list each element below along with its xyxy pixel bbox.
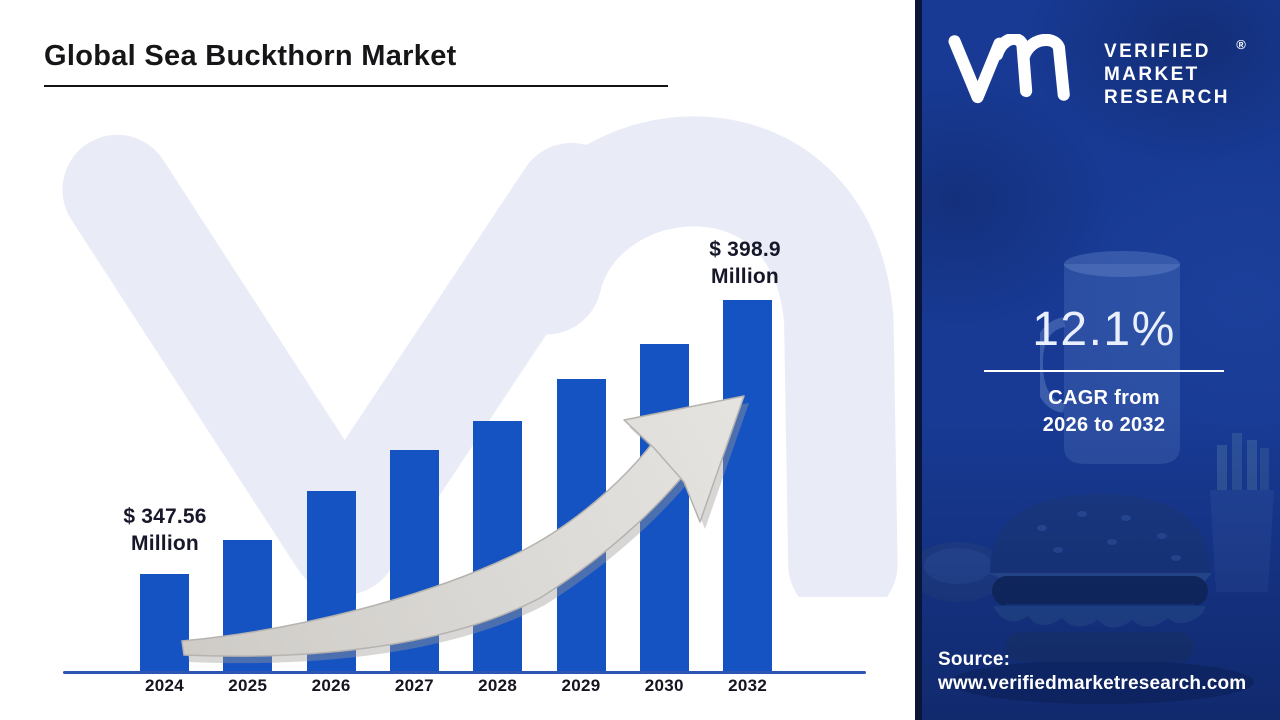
start-value-amount: $ 347.56 [123,505,207,528]
logo-line-research: RESEARCH [1104,87,1230,108]
end-value-label: $ 398.9 Million [655,236,835,290]
vmr-logo-icon [948,34,1070,104]
bar-2028 [473,421,523,672]
bar-2032 [723,300,773,672]
registered-trademark: ® [1236,37,1246,52]
x-axis-label-2029: 2029 [561,676,601,695]
logo-line-verified: VERIFIED [1104,41,1211,62]
x-axis-label-2028: 2028 [478,676,518,695]
start-value-label: $ 347.56 Million [75,503,255,557]
start-value-unit: Million [131,532,199,555]
x-axis-label-2030: 2030 [644,676,684,695]
source-url[interactable]: www.verifiedmarketresearch.com [938,673,1247,694]
logo-line-market: MARKET [1104,64,1200,85]
cagr-value: 12.1% [1032,303,1176,356]
drink-glass-illustration [1040,251,1180,464]
brand-panel: ® VERIFIED MARKET RESEARCH 12.1% CAGR fr… [915,0,1280,720]
bar-2025 [223,540,273,672]
x-axis-label-2026: 2026 [311,676,351,695]
end-value-unit: Million [711,265,779,288]
cagr-caption-line2: 2026 to 2032 [1042,414,1166,436]
source-block: Source: www.verifiedmarketresearch.com [938,648,1246,696]
x-axis-label-2025: 2025 [228,676,268,695]
vmr-logo: ® VERIFIED MARKET RESEARCH [940,34,1246,109]
bar-2026 [306,491,356,672]
source-label: Source: [938,649,1011,670]
page-title: Global Sea Buckthorn Market [44,40,668,87]
x-axis-label-2032: 2032 [728,676,768,695]
divider-line [984,370,1224,372]
logo-wordmark: ® VERIFIED MARKET RESEARCH [1104,37,1246,109]
cagr-caption-line1: CAGR from [1048,387,1160,409]
end-value-amount: $ 398.9 [709,238,781,261]
bar-2029 [556,379,606,672]
market-bar-chart: 2024 2025 2026 2027 2028 2029 2030 2032 [62,116,898,695]
cagr-block: 12.1% CAGR from 2026 to 2032 [934,303,1274,439]
x-axis-label-2024: 2024 [144,676,185,695]
x-axis-label-2027: 2027 [394,676,434,695]
bar-2030 [639,344,689,672]
bars-layer: 2024 2025 2026 2027 2028 2029 2030 2032 [140,300,773,695]
bar-2024 [140,574,189,672]
burger-photo-illustration [922,433,1274,704]
bar-2027 [389,450,439,672]
x-axis-line [63,671,866,674]
